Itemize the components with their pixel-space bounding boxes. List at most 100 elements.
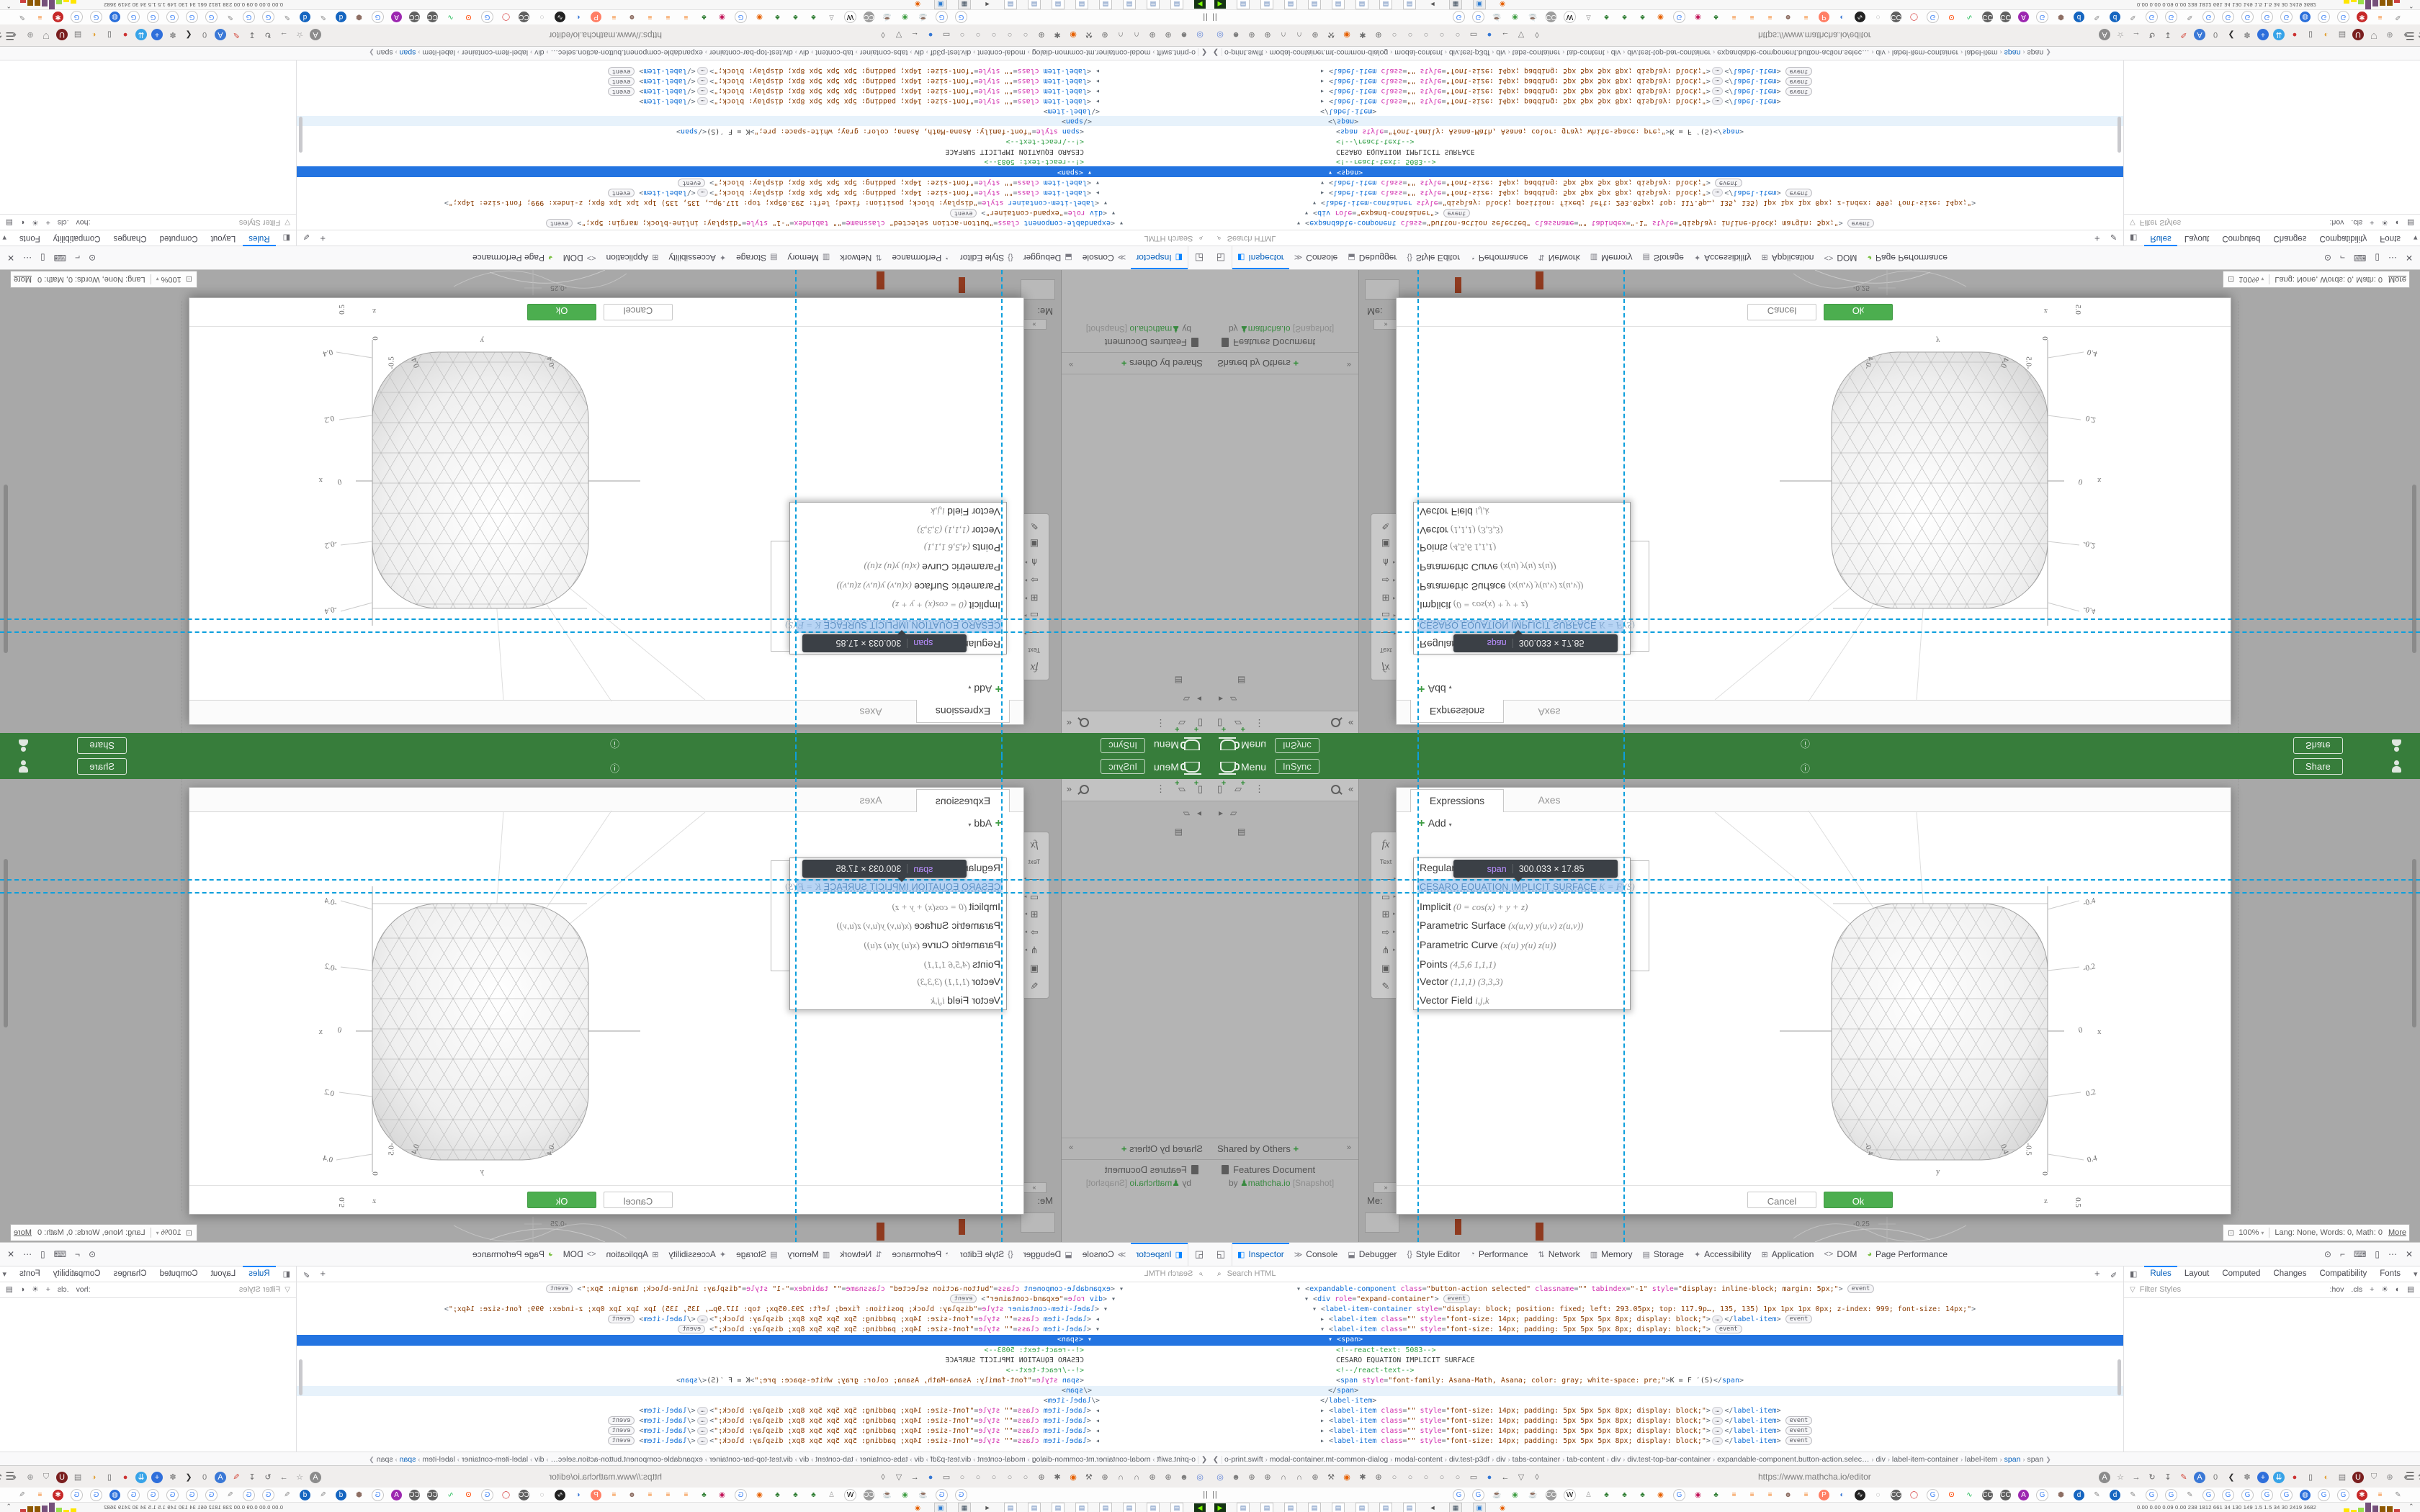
file-icon[interactable]: ▤	[1237, 827, 1246, 837]
devtools-tab-inspector[interactable]: ◧ Inspector	[1131, 246, 1188, 269]
text-tool[interactable]: Text	[1379, 647, 1392, 654]
search-icon[interactable]	[1331, 785, 1340, 794]
filter-styles-bar[interactable]: ▽ Filter Styles :hov .cls + ☀ ◐ ▤	[0, 1282, 296, 1298]
icon[interactable]: ≡	[684, 1490, 689, 1499]
rules-tab-compatibility[interactable]: Compatibility	[2319, 234, 2367, 243]
devtools-tab-memory[interactable]: ▥ Memory	[1590, 253, 1633, 263]
icon[interactable]: G	[186, 1488, 198, 1501]
icon[interactable]: ∿	[447, 1490, 454, 1499]
icon[interactable]: ☆	[2117, 30, 2124, 39]
filter-styles-bar[interactable]: ▽ Filter Styles :hov .cls + ☀ ◐ ▤	[0, 214, 296, 230]
rules-tool-icon[interactable]: ▤	[2407, 1285, 2414, 1294]
icon[interactable]: ●	[2292, 1472, 2298, 1482]
arrow-tool[interactable]: ⇨	[1031, 575, 1039, 585]
icon[interactable]: G	[372, 11, 384, 24]
devtools-toolbar-icon[interactable]: ▯	[2375, 253, 2380, 263]
icon[interactable]: ◉	[756, 13, 763, 22]
zoom-caret-icon[interactable]: ▾	[2261, 276, 2264, 283]
eyedropper-icon[interactable]: ✐	[2110, 1272, 2118, 1280]
icon[interactable]: CC	[864, 12, 874, 23]
icon[interactable]: ʘ	[1948, 1490, 1955, 1499]
icon[interactable]: ✱	[53, 12, 63, 23]
me-panel-collapse-icon[interactable]: »	[1373, 1182, 1398, 1193]
icon[interactable]: ▣	[934, 0, 947, 9]
icon[interactable]: ○	[975, 1472, 981, 1482]
icon[interactable]: d	[2110, 1489, 2120, 1500]
icon[interactable]: ●	[928, 30, 933, 40]
eyedropper-icon[interactable]: ✐	[2110, 232, 2118, 240]
pause-icon[interactable]: ||	[1202, 1490, 1208, 1499]
icon[interactable]: ⛉	[42, 31, 50, 40]
icon[interactable]: ♣	[1713, 13, 1718, 22]
icon[interactable]: ☻	[1232, 30, 1240, 40]
rules-tool-icon[interactable]: ☀	[2381, 218, 2388, 227]
icon[interactable]: ⚒	[1327, 30, 1335, 39]
devtools-tab-storage[interactable]: ▤ Storage	[736, 1249, 778, 1259]
shared-section-header[interactable]: Shared by Others +	[1217, 1143, 1299, 1154]
icon[interactable]: ✱	[1054, 30, 1061, 39]
rules-tab-rules[interactable]: Rules	[2144, 230, 2177, 246]
icon[interactable]: ✎	[2094, 1490, 2100, 1499]
icon[interactable]: G	[147, 1488, 159, 1501]
icon[interactable]: ⊕	[1312, 1473, 1319, 1482]
icon[interactable]: G	[2280, 1488, 2293, 1501]
icon[interactable]: G	[1453, 11, 1465, 24]
shared-document-item[interactable]: Features Document	[1104, 1164, 1187, 1175]
image-tool[interactable]: ▣	[1381, 538, 1391, 549]
rules-tab-fonts[interactable]: Fonts	[2380, 234, 2401, 243]
plot-tool[interactable]: ⋔	[1031, 557, 1039, 567]
cancel-button[interactable]: Cancel	[604, 1192, 673, 1208]
breadcrumb-item[interactable]: div	[1610, 1455, 1621, 1464]
breadcrumb-item[interactable]: div	[799, 48, 810, 57]
menu-item[interactable]: Parametric Curve (x(u) y(u) z(u))	[864, 562, 1000, 573]
url-text[interactable]: https://www.mathcha.io/editor	[549, 1472, 662, 1482]
icon[interactable]: ☕	[1528, 1490, 1538, 1499]
breadcrumb-item[interactable]: modal-container.mt-common-dialog	[1269, 1455, 1389, 1464]
devtools-tab-debugger[interactable]: ⬓ Debugger	[1348, 253, 1397, 263]
icon[interactable]: ♣	[1622, 1490, 1627, 1499]
icon[interactable]: G	[90, 1488, 102, 1501]
icon[interactable]: ▶	[1214, 0, 1226, 9]
rules-tool-icon[interactable]: :hov	[76, 1285, 91, 1294]
icon[interactable]: ≡	[37, 1490, 42, 1499]
menu-item[interactable]: Points (4,5,6 1,1,1)	[923, 958, 1000, 970]
icon[interactable]: ≡	[1731, 13, 1736, 22]
icon[interactable]: G	[2241, 11, 2254, 24]
breadcrumb-item[interactable]: div.test-p3df	[930, 1455, 972, 1464]
icon[interactable]: A	[391, 1489, 402, 1500]
rules-tool-icon[interactable]: .cls	[2351, 218, 2363, 227]
icon[interactable]: 0	[202, 1472, 207, 1482]
hamburger-menu-icon[interactable]: ☰	[2406, 30, 2415, 42]
rules-tab-layout[interactable]: Layout	[210, 234, 236, 243]
icon[interactable]: ≡	[1731, 1490, 1736, 1499]
icon[interactable]: ⚒	[1085, 1473, 1093, 1482]
devtools-tab-debugger[interactable]: ⬓ Debugger	[1348, 1249, 1397, 1259]
collapse-sidebar-icon[interactable]: «	[1348, 783, 1354, 794]
rules-tool-icon[interactable]: :hov	[2329, 218, 2344, 227]
menu-item[interactable]: Parametric Surface (x(u,v) y(u,v) z(u,v)…	[836, 581, 1000, 593]
icon[interactable]: ▤	[1028, 0, 1041, 9]
menu-item[interactable]: Parametric Surface (x(u,v) y(u,v) z(u,v)…	[836, 919, 1000, 931]
image-tool[interactable]: ▣	[1029, 963, 1039, 974]
devtools-tab-network[interactable]: ⇅ Network	[1538, 253, 1580, 263]
devtools-tab-page-performance[interactable]: ◕ Page Performance	[1867, 253, 1948, 263]
icon[interactable]: G	[2202, 11, 2215, 24]
new-node-icon[interactable]: +	[2094, 233, 2100, 244]
icon[interactable]: d	[2110, 12, 2120, 23]
breadcrumb-item[interactable]: div.test-p3df	[1448, 48, 1490, 57]
pick-element-icon[interactable]: ◱	[1188, 1243, 1210, 1266]
breadcrumb-item[interactable]: modal-content	[977, 1455, 1026, 1464]
menu-button[interactable]: Menu	[1241, 761, 1267, 773]
ok-button[interactable]: Ok	[1824, 1192, 1893, 1208]
kebab-menu-icon[interactable]: ⋮	[1255, 783, 1264, 794]
breadcrumb-item[interactable]: div	[534, 1455, 544, 1464]
dom-tree-node[interactable]: ▸ <label-item class="" style="font-size:…	[1210, 187, 2123, 197]
icon[interactable]: ☆	[296, 1473, 303, 1482]
icon[interactable]: G	[2222, 1488, 2234, 1501]
rules-tool-icon[interactable]: ☀	[32, 218, 39, 227]
devtools-tab-performance[interactable]: ◔ Performance	[1470, 1249, 1528, 1259]
icon[interactable]: ◄	[1429, 1, 1436, 8]
icon[interactable]: ʘ	[465, 1490, 472, 1499]
devtools-toolbar-icon[interactable]: ⊙	[2323, 253, 2331, 263]
icon[interactable]: W	[844, 1488, 856, 1501]
